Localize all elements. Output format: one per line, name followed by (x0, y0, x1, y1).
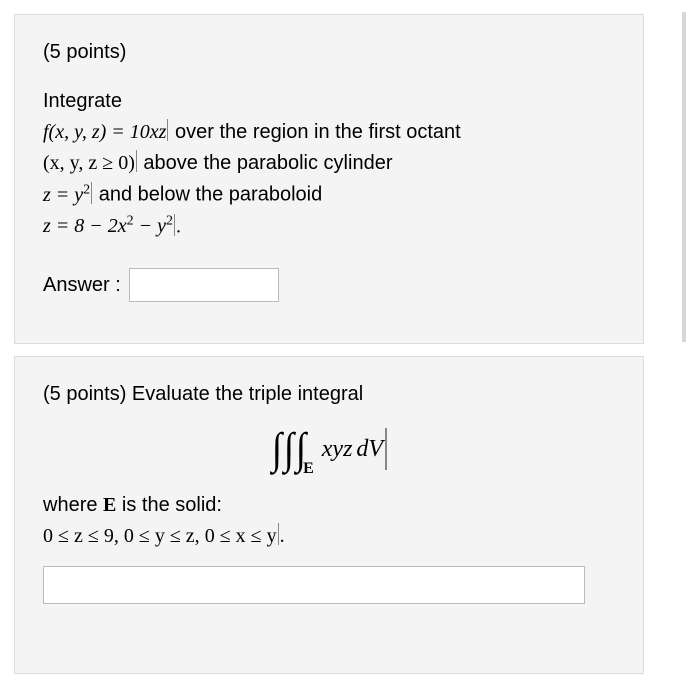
math-cursor-icon (385, 428, 387, 470)
q1-surface1-exp: 2 (83, 182, 90, 197)
math-cursor-icon (278, 523, 279, 545)
q1-surface2-end: . (176, 215, 181, 237)
q2-answer-input[interactable] (43, 566, 585, 604)
q1-lead: Integrate (43, 86, 615, 117)
q1-after-func: over the region in the first octant (169, 121, 460, 143)
q1-answer-label: Answer : (43, 274, 121, 297)
q2-integral: ∫ ∫ ∫ E xyz dV (43, 428, 615, 470)
q1-after-octant: above the parabolic cylinder (138, 152, 393, 174)
q2-bounds-c: 0 ≤ x ≤ y (205, 525, 277, 547)
q1-octant: (x, y, z ≥ 0) (43, 152, 135, 174)
q1-answer-input[interactable] (129, 268, 279, 302)
integral-icon: ∫ (272, 434, 282, 465)
q1-answer-row: Answer : (43, 268, 615, 302)
q2-integrand: xyz (322, 436, 353, 463)
q1-surface2-a: z = 8 − 2x (43, 215, 127, 237)
q2-region-label: E (303, 460, 314, 478)
q2-points: (5 points) Evaluate the triple integral (43, 383, 615, 406)
q2-where: where E is the solid: (43, 490, 615, 521)
q1-surface1-a: z = y (43, 184, 83, 206)
math-cursor-icon (136, 150, 137, 172)
q2-solid-text: is the solid: (116, 494, 222, 516)
q2-bounds-end: . (280, 525, 285, 547)
math-cursor-icon (174, 214, 175, 236)
q1-surface2-exp1: 2 (127, 214, 134, 229)
math-cursor-icon (91, 182, 92, 204)
q1-surface2-b: − y (134, 215, 166, 237)
q2-bounds: 0 ≤ z ≤ 9, 0 ≤ y ≤ z, 0 ≤ x ≤ y. (43, 521, 615, 552)
q2-E: E (103, 494, 116, 516)
q1-surface2-exp2: 2 (166, 214, 173, 229)
q1-after-surf1: and below the paraboloid (93, 184, 322, 206)
q1-function: f(x, y, z) = 10xz (43, 121, 166, 143)
q2-bounds-b: 0 ≤ y ≤ z, (124, 525, 205, 547)
side-divider (682, 12, 686, 342)
question-2-card: (5 points) Evaluate the triple integral … (14, 356, 644, 674)
q1-body: Integrate f(x, y, z) = 10xz over the reg… (43, 86, 615, 242)
q2-bounds-a: 0 ≤ z ≤ 9, (43, 525, 124, 547)
q2-where-text: where (43, 494, 103, 516)
q1-points: (5 points) (43, 41, 615, 64)
integral-icon: ∫ (284, 434, 294, 465)
q2-differential: dV (356, 436, 383, 463)
question-1-card: (5 points) Integrate f(x, y, z) = 10xz o… (14, 14, 644, 344)
